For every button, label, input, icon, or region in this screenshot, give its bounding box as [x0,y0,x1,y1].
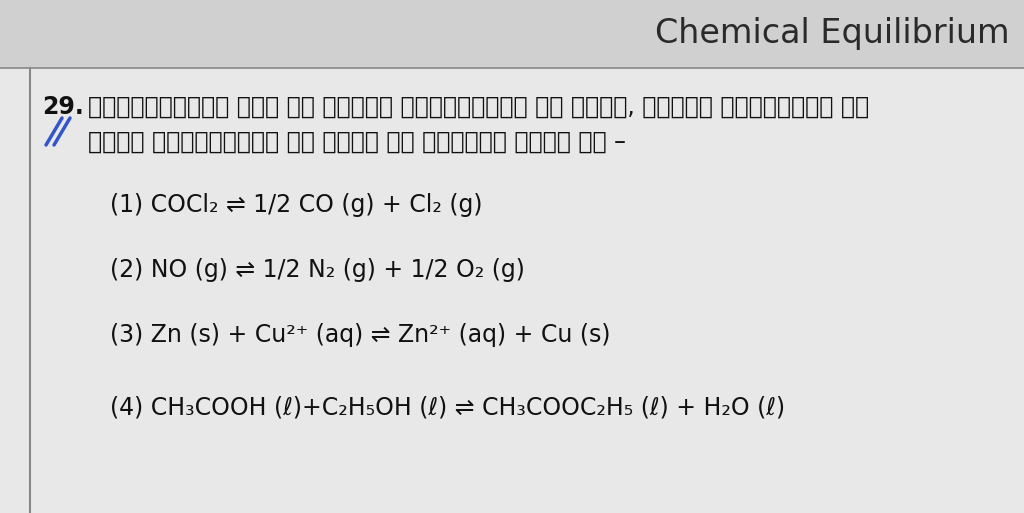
FancyBboxPatch shape [0,68,1024,513]
Text: Chemical Equilibrium: Chemical Equilibrium [655,16,1010,49]
Text: (3) Zn (s) + Cu²⁺ (aq) ⇌ Zn²⁺ (aq) + Cu (s): (3) Zn (s) + Cu²⁺ (aq) ⇌ Zn²⁺ (aq) + Cu … [110,323,610,347]
Text: निम्नलिखित में से कौनसी अभिक्रिया के लिये, साम्य स्थिरांक की: निम्नलिखित में से कौनसी अभिक्रिया के लिय… [88,95,869,119]
Text: (4) CH₃COOH (ℓ)+C₂H₅OH (ℓ) ⇌ CH₃COOC₂H₅ (ℓ) + H₂O (ℓ): (4) CH₃COOH (ℓ)+C₂H₅OH (ℓ) ⇌ CH₃COOC₂H₅ … [110,395,785,419]
Text: (2) NO (g) ⇌ 1/2 N₂ (g) + 1/2 O₂ (g): (2) NO (g) ⇌ 1/2 N₂ (g) + 1/2 O₂ (g) [110,258,525,282]
Text: (1) COCl₂ ⇌ 1/2 CO (g) + Cl₂ (g): (1) COCl₂ ⇌ 1/2 CO (g) + Cl₂ (g) [110,193,482,217]
Text: 29.: 29. [42,95,84,119]
FancyBboxPatch shape [0,0,1024,68]
Text: इकाई सान्द्रता की इकाई पर निर्भर करती है –: इकाई सान्द्रता की इकाई पर निर्भर करती है… [88,130,626,154]
